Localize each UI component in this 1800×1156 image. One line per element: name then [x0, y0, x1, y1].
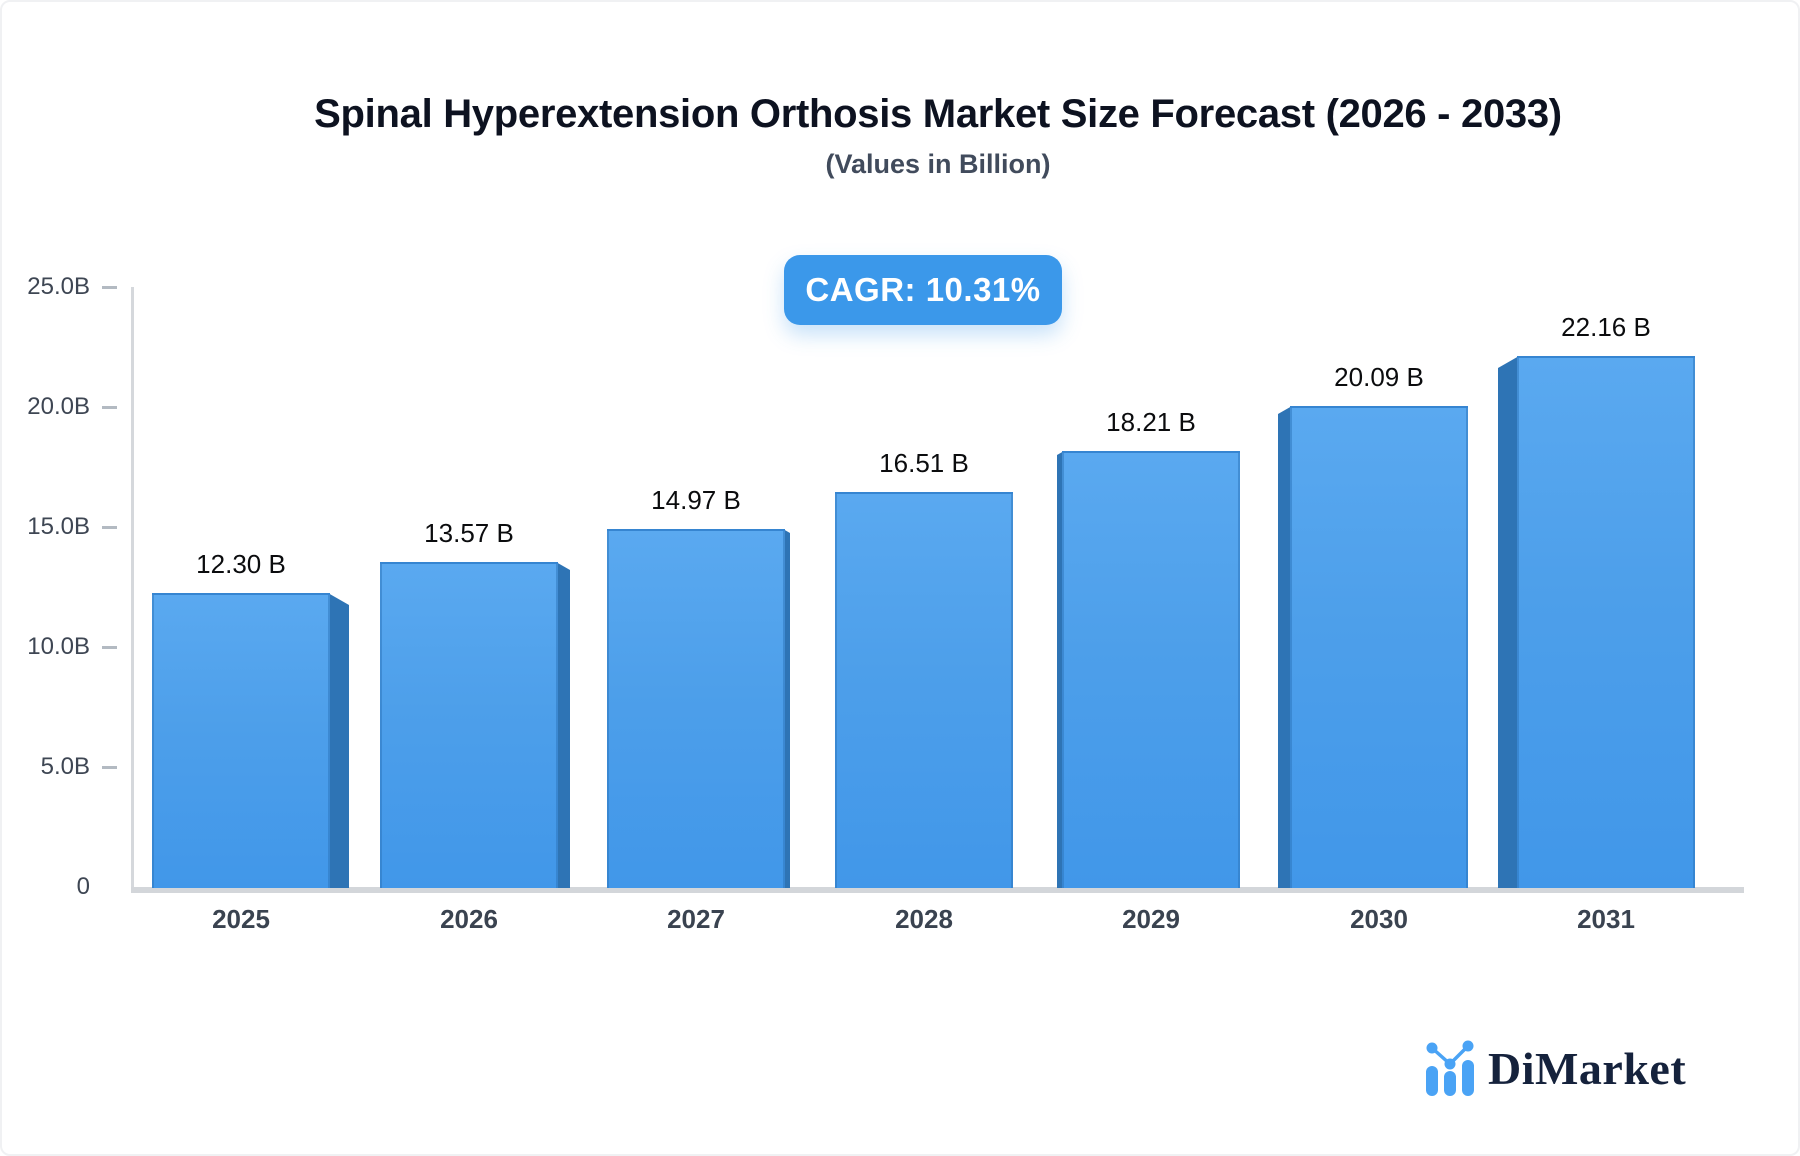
bar: [1290, 406, 1468, 888]
y-axis-tick: [102, 646, 117, 649]
bar-side-face: [1498, 356, 1519, 888]
bar: [152, 593, 330, 888]
bar-side-face: [1057, 451, 1064, 888]
x-axis-tick-label: 2027: [667, 904, 725, 934]
x-axis-tick-label: 2029: [1122, 904, 1180, 934]
mini-bar-line-chart-icon: [1426, 1040, 1474, 1096]
bar-side-face: [556, 562, 570, 888]
y-axis-tick: [102, 406, 117, 409]
bar-value-label: 13.57 B: [424, 518, 514, 548]
y-axis-tick: [102, 766, 117, 769]
chart-title: Spinal Hyperextension Orthosis Market Si…: [314, 92, 1562, 136]
bar-value-label: 16.51 B: [879, 448, 969, 478]
y-axis-tick: [102, 286, 117, 289]
bar-side-face: [328, 593, 349, 888]
bar-value-label: 20.09 B: [1334, 362, 1424, 392]
x-axis-tick-label: 2026: [440, 904, 498, 934]
bar-side-face: [1278, 406, 1292, 888]
y-axis-tick-label: 20.0B: [27, 393, 90, 420]
bar-side-face: [783, 529, 790, 888]
bar-value-label: 18.21 B: [1106, 407, 1196, 437]
bar: [380, 562, 558, 888]
bar: [835, 492, 1013, 888]
x-axis-tick-label: 2028: [895, 904, 953, 934]
y-axis-line: [131, 287, 134, 893]
bar-value-label: 12.30 B: [196, 549, 286, 579]
y-axis-tick-label: 5.0B: [40, 753, 90, 780]
bar: [607, 529, 785, 888]
y-axis-tick-label: 0: [76, 873, 90, 900]
x-axis-tick-label: 2030: [1350, 904, 1408, 934]
bar: [1062, 451, 1240, 888]
x-axis-tick-label: 2025: [212, 904, 270, 934]
bar: [1517, 356, 1695, 888]
x-axis-tick-label: 2031: [1577, 904, 1635, 934]
y-axis-tick-label: 10.0B: [27, 633, 90, 660]
x-axis-baseline: [131, 887, 1744, 893]
bar-value-label: 22.16 B: [1561, 312, 1651, 342]
cagr-badge: CAGR: 10.31%: [784, 255, 1062, 325]
chart-subtitle: (Values in Billion): [825, 149, 1051, 179]
cagr-badge-label: CAGR: 10.31%: [805, 271, 1041, 308]
y-axis-tick-label: 25.0B: [27, 273, 90, 300]
y-axis-tick-label: 15.0B: [27, 513, 90, 540]
brand-logo: DiMarket: [1424, 1040, 1686, 1098]
brand-logo-text: DiMarket: [1488, 1043, 1687, 1094]
y-axis-tick: [102, 526, 117, 529]
bar-value-label: 14.97 B: [651, 485, 741, 515]
